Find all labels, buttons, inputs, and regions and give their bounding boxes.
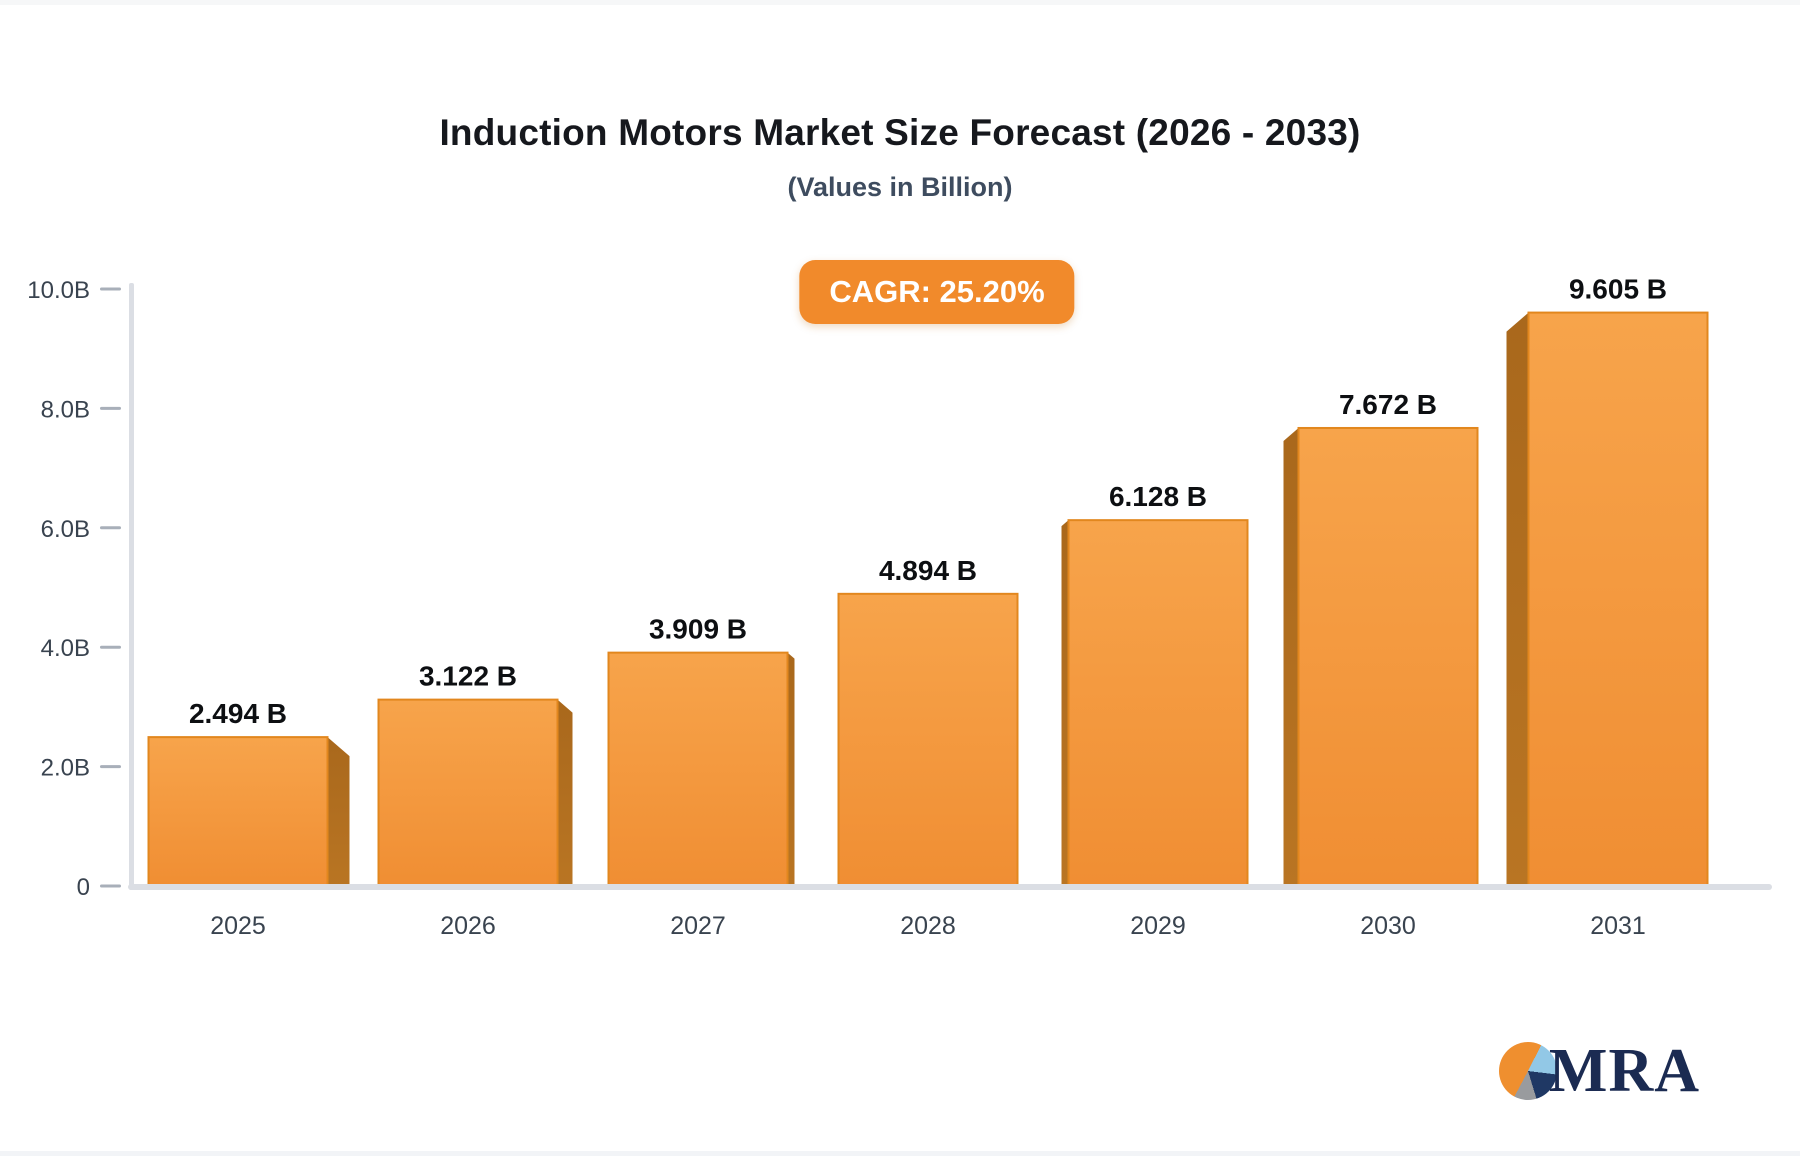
y-tick bbox=[100, 645, 121, 649]
top-edge-strip bbox=[0, 0, 1800, 5]
x-axis-label: 2026 bbox=[440, 912, 496, 940]
y-tick bbox=[100, 406, 121, 410]
bar-front-face bbox=[1067, 519, 1249, 887]
bar[interactable]: 2.494 B bbox=[147, 698, 350, 888]
y-tick-label: 6.0B bbox=[41, 516, 90, 543]
bar-value-label: 7.672 B bbox=[1339, 389, 1437, 420]
y-tick bbox=[100, 765, 121, 769]
bar[interactable]: 6.128 B bbox=[1061, 481, 1249, 887]
bar-side-face bbox=[327, 737, 350, 886]
chart-title: Induction Motors Market Size Forecast (2… bbox=[439, 112, 1361, 153]
bar-value-label: 2.494 B bbox=[189, 698, 287, 729]
y-axis-line bbox=[129, 283, 134, 890]
y-tick bbox=[100, 526, 121, 530]
x-axis-label: 2029 bbox=[1130, 912, 1186, 940]
y-tick bbox=[100, 884, 121, 888]
y-tick-label: 8.0B bbox=[41, 396, 90, 423]
bar-value-label: 4.894 B bbox=[879, 555, 977, 586]
x-axis-label: 2025 bbox=[210, 912, 266, 940]
bar-side-face bbox=[787, 652, 795, 886]
bar-side-face bbox=[557, 699, 573, 886]
bar-front-face bbox=[837, 592, 1019, 887]
bottom-edge-strip bbox=[0, 1151, 1800, 1156]
chart-subtitle: (Values in Billion) bbox=[787, 172, 1013, 202]
bar[interactable]: 4.894 B bbox=[837, 555, 1019, 887]
brand-logo-text: MRA bbox=[1548, 1037, 1700, 1105]
x-axis-label: 2028 bbox=[900, 912, 956, 940]
x-axis-label: 2030 bbox=[1360, 912, 1416, 940]
bar[interactable]: 7.672 B bbox=[1283, 389, 1479, 887]
y-tick-label: 0 bbox=[77, 874, 90, 901]
cagr-badge: CAGR: 25.20% bbox=[799, 260, 1075, 324]
bar-value-label: 9.605 B bbox=[1569, 274, 1667, 305]
cagr-badge-label: CAGR: 25.20% bbox=[829, 274, 1045, 309]
bar-side-face bbox=[1506, 312, 1529, 886]
bar-front-face bbox=[1297, 426, 1479, 887]
y-tick-label: 10.0B bbox=[27, 277, 90, 304]
x-axis-label: 2031 bbox=[1590, 912, 1646, 940]
y-tick-label: 2.0B bbox=[41, 755, 90, 782]
bar-side-face bbox=[1061, 520, 1069, 886]
bar[interactable]: 3.122 B bbox=[377, 661, 573, 887]
bar[interactable]: 3.909 B bbox=[607, 614, 795, 887]
bar-front-face bbox=[1527, 311, 1709, 888]
y-tick-label: 4.0B bbox=[41, 635, 90, 662]
brand-logo: MRA bbox=[1498, 1037, 1700, 1105]
y-tick bbox=[100, 287, 121, 291]
bar-front-face bbox=[377, 698, 559, 887]
bar-value-label: 3.122 B bbox=[419, 661, 517, 692]
bar-value-label: 6.128 B bbox=[1109, 481, 1207, 512]
pie-logo-icon bbox=[1498, 1042, 1557, 1100]
x-baseline bbox=[128, 884, 1772, 890]
bar-front-face bbox=[147, 736, 329, 888]
bar-value-label: 3.909 B bbox=[649, 614, 747, 645]
bar-front-face bbox=[607, 651, 789, 887]
bar-side-face bbox=[1283, 427, 1299, 886]
x-axis-label: 2027 bbox=[670, 912, 726, 940]
bar[interactable]: 9.605 B bbox=[1506, 274, 1709, 888]
